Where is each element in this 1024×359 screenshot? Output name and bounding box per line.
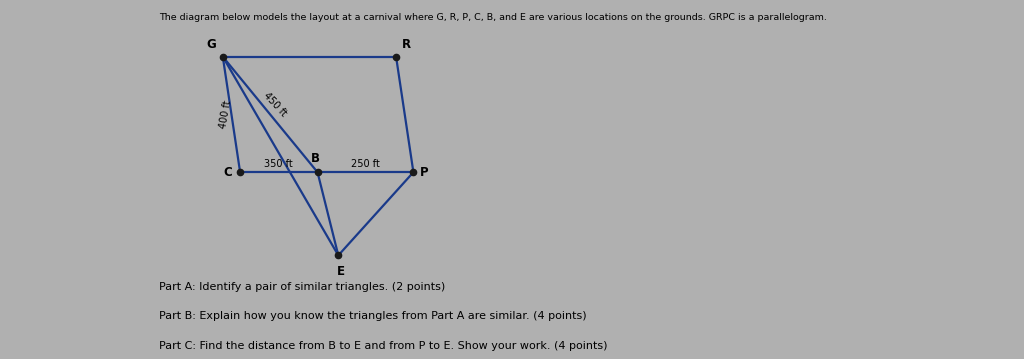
Text: G: G: [206, 38, 216, 51]
Text: Part C: Find the distance from B to E and from P to E. Show your work. (4 points: Part C: Find the distance from B to E an…: [159, 341, 607, 351]
Text: The diagram below models the layout at a carnival where G, R, P, C, B, and E are: The diagram below models the layout at a…: [159, 13, 826, 22]
Text: 400 ft: 400 ft: [218, 99, 233, 129]
Text: E: E: [337, 265, 345, 278]
Text: 350 ft: 350 ft: [264, 159, 293, 169]
Text: P: P: [420, 166, 429, 179]
Text: 450 ft: 450 ft: [261, 90, 288, 118]
Text: B: B: [310, 152, 319, 165]
Text: C: C: [223, 166, 232, 179]
Text: R: R: [401, 38, 411, 51]
Text: Part A: Identify a pair of similar triangles. (2 points): Part A: Identify a pair of similar trian…: [159, 282, 445, 292]
Text: 250 ft: 250 ft: [351, 159, 380, 169]
Text: Part B: Explain how you know the triangles from Part A are similar. (4 points): Part B: Explain how you know the triangl…: [159, 311, 587, 321]
